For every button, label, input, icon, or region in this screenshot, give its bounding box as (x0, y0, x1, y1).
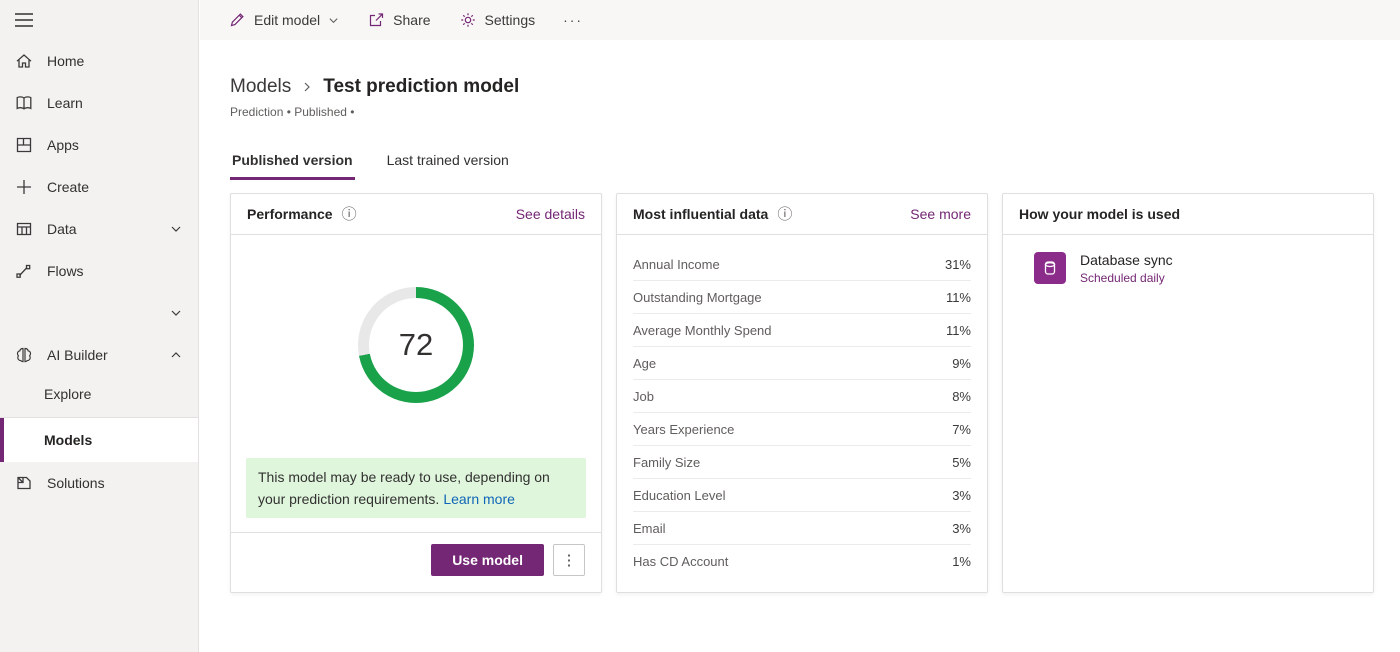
sidebar-item-label: Explore (44, 386, 92, 402)
usage-item-database-sync[interactable]: Database sync Scheduled daily (1003, 235, 1373, 285)
chevron-up-icon (170, 349, 182, 361)
influential-card-title: Most influential data (633, 206, 769, 222)
ai-builder-icon (14, 345, 34, 365)
sidebar-item-label: AI Builder (47, 347, 108, 363)
apps-icon (14, 135, 34, 155)
chevron-down-icon (170, 307, 182, 319)
command-bar: Edit model Share Settings ··· (200, 0, 1400, 40)
table-row: Average Monthly Spend 11% (633, 314, 971, 347)
table-row: Family Size 5% (633, 446, 971, 479)
usage-item-name: Database sync (1080, 252, 1173, 268)
sidebar-item-label: Create (47, 179, 90, 195)
model-subtitle: Prediction • Published • (230, 105, 355, 119)
edit-model-label: Edit model (254, 12, 321, 28)
main-content: Models Test prediction model Prediction … (200, 40, 1400, 652)
sidebar-expander[interactable] (0, 292, 198, 334)
home-icon (14, 51, 34, 71)
more-vertical-button[interactable]: ⋮ (553, 544, 585, 576)
share-icon (367, 11, 385, 29)
breadcrumb-models-link[interactable]: Models (230, 76, 292, 97)
pencil-icon (228, 11, 246, 29)
database-tile (1034, 252, 1066, 284)
database-icon (1041, 259, 1059, 277)
sidebar-item-data[interactable]: Data (0, 208, 198, 250)
influential-rows: Annual Income 31% Outstanding Mortgage 11%… (617, 235, 987, 578)
plus-icon (14, 177, 34, 197)
table-row: Education Level 3% (633, 479, 971, 512)
table-icon (14, 219, 34, 239)
sidebar-item-label: Models (44, 432, 93, 448)
share-label: Share (393, 12, 431, 28)
sidebar-divider (0, 417, 198, 418)
more-vertical-icon: ⋮ (561, 551, 577, 569)
table-row: Years Experience 7% (633, 413, 971, 446)
hamburger-icon (14, 12, 34, 28)
info-icon[interactable]: ⓘ (777, 205, 793, 223)
sidebar: Home Learn Apps Create Data (0, 0, 199, 652)
table-row: Age 9% (633, 347, 971, 380)
readiness-message: This model may be ready to use, dependin… (246, 458, 586, 518)
version-tabs: Published version Last trained version (230, 146, 1400, 180)
edit-model-button[interactable]: Edit model (228, 11, 339, 29)
sidebar-item-solutions[interactable]: Solutions (0, 462, 198, 504)
sidebar-item-apps[interactable]: Apps (0, 124, 198, 166)
tab-last-trained-version[interactable]: Last trained version (386, 152, 509, 168)
usage-item-schedule: Scheduled daily (1080, 271, 1165, 285)
usage-card-title: How your model is used (1019, 206, 1181, 222)
sidebar-item-flows[interactable]: Flows (0, 250, 198, 292)
settings-button[interactable]: Settings (459, 11, 536, 29)
chevron-down-icon (328, 15, 339, 26)
table-row: Email 3% (633, 512, 971, 545)
table-row: Job 8% (633, 380, 971, 413)
performance-score: 72 (369, 298, 463, 392)
sidebar-item-models[interactable]: Models (0, 418, 198, 462)
breadcrumb: Models Test prediction model (230, 76, 1400, 98)
chevron-right-icon (301, 81, 313, 93)
table-row: Annual Income 31% (633, 248, 971, 281)
sidebar-item-label: Learn (47, 95, 83, 111)
table-row: Has CD Account 1% (633, 554, 971, 569)
tab-published-version[interactable]: Published version (230, 146, 355, 180)
performance-card-title: Performance (247, 206, 333, 222)
usage-card: How your model is used Database sync Sch… (1002, 193, 1374, 593)
sidebar-item-ai-builder[interactable]: AI Builder (0, 334, 198, 376)
learn-more-link[interactable]: Learn more (443, 491, 515, 507)
book-icon (14, 93, 34, 113)
performance-card: Performance ⓘ See details 72 This model … (230, 193, 602, 593)
see-details-link[interactable]: See details (515, 206, 585, 222)
influential-data-card: Most influential data ⓘ See more Annual … (616, 193, 988, 593)
info-icon[interactable]: ⓘ (341, 205, 357, 223)
performance-footer: Use model ⋮ (231, 532, 601, 592)
performance-gauge: 72 (358, 287, 474, 403)
settings-label: Settings (484, 12, 536, 28)
share-button[interactable]: Share (367, 11, 431, 29)
sidebar-item-label: Solutions (47, 475, 105, 491)
sidebar-item-label: Apps (47, 137, 79, 153)
sidebar-item-label: Flows (47, 263, 84, 279)
chevron-down-icon (170, 223, 182, 235)
overflow-button[interactable]: ··· (563, 12, 583, 28)
use-model-button[interactable]: Use model (431, 544, 544, 576)
see-more-link[interactable]: See more (910, 206, 971, 222)
flows-icon (14, 261, 34, 281)
sidebar-item-learn[interactable]: Learn (0, 82, 198, 124)
sidebar-item-home[interactable]: Home (0, 40, 198, 82)
sidebar-item-label: Home (47, 53, 85, 69)
ellipsis-icon: ··· (563, 12, 584, 28)
page-title: Test prediction model (323, 76, 520, 97)
table-row: Outstanding Mortgage 11% (633, 281, 971, 314)
hamburger-button[interactable] (0, 0, 198, 40)
sidebar-item-create[interactable]: Create (0, 166, 198, 208)
gear-icon (459, 11, 477, 29)
sidebar-item-label: Data (47, 221, 77, 237)
sidebar-item-explore[interactable]: Explore (0, 376, 198, 412)
solutions-icon (14, 473, 34, 493)
